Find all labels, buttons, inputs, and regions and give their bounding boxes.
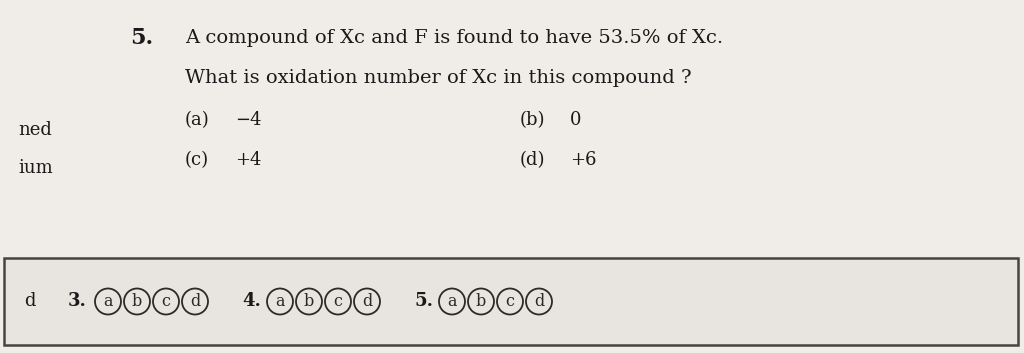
Text: ium: ium — [18, 159, 53, 177]
Text: (c): (c) — [185, 151, 209, 169]
Text: d: d — [534, 293, 544, 310]
Text: 5.: 5. — [130, 27, 154, 49]
Text: d: d — [25, 293, 36, 311]
Text: +6: +6 — [570, 151, 597, 169]
Text: c: c — [506, 293, 514, 310]
Text: A compound of Xc and F is found to have 53.5% of Xc.: A compound of Xc and F is found to have … — [185, 29, 723, 47]
Text: (a): (a) — [185, 111, 210, 129]
Text: b: b — [304, 293, 314, 310]
Text: 4.: 4. — [242, 293, 261, 311]
Text: b: b — [476, 293, 486, 310]
Text: 5.: 5. — [414, 293, 433, 311]
Text: d: d — [189, 293, 200, 310]
Text: 0: 0 — [570, 111, 582, 129]
Text: a: a — [447, 293, 457, 310]
Text: c: c — [334, 293, 342, 310]
Text: c: c — [162, 293, 171, 310]
Text: d: d — [361, 293, 372, 310]
Text: b: b — [132, 293, 142, 310]
Bar — [4, 258, 1018, 345]
Text: ned: ned — [18, 121, 52, 139]
Text: (d): (d) — [520, 151, 546, 169]
Text: 3.: 3. — [68, 293, 87, 311]
Text: What is oxidation number of Xc in this compound ?: What is oxidation number of Xc in this c… — [185, 69, 691, 87]
Text: a: a — [275, 293, 285, 310]
Text: −4: −4 — [234, 111, 261, 129]
Text: +4: +4 — [234, 151, 261, 169]
Text: a: a — [103, 293, 113, 310]
Text: (b): (b) — [520, 111, 546, 129]
